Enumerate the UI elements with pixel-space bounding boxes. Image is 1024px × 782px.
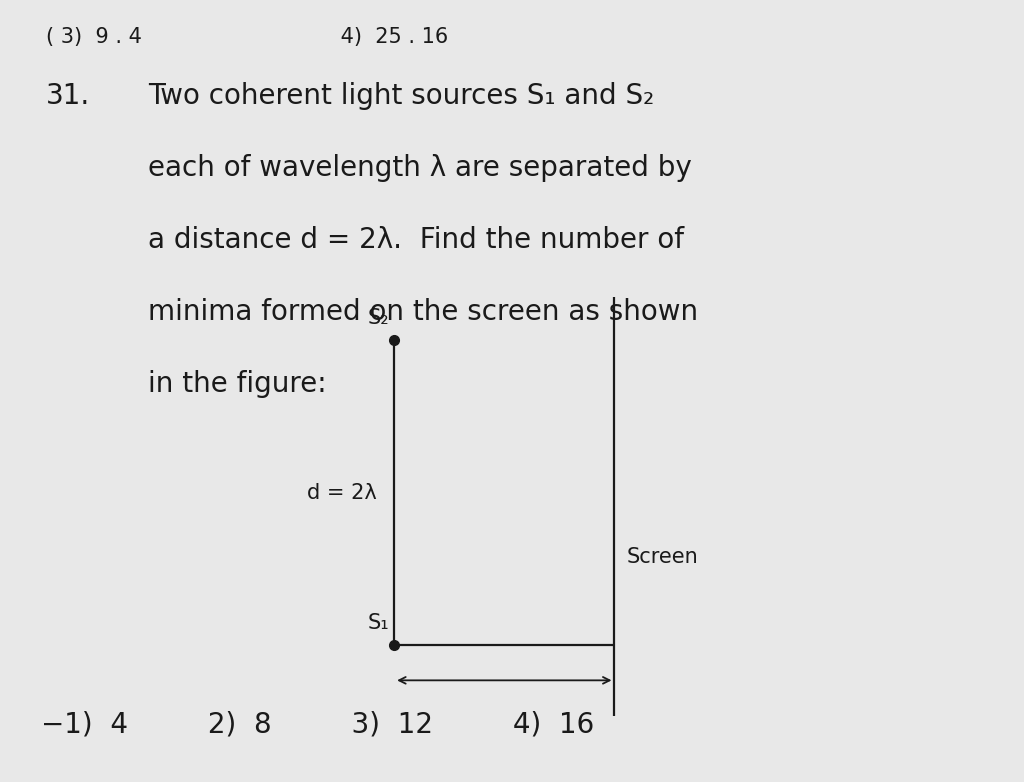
Text: each of wavelength λ are separated by: each of wavelength λ are separated by (148, 154, 692, 182)
Text: Screen: Screen (627, 547, 698, 566)
Text: 31.: 31. (46, 82, 90, 110)
Text: S₂: S₂ (368, 308, 389, 328)
Text: d = 2λ: d = 2λ (307, 482, 377, 503)
Text: Two coherent light sources S₁ and S₂: Two coherent light sources S₁ and S₂ (148, 82, 654, 110)
Text: ( 3)  9 . 4                              4)  25 . 16: ( 3) 9 . 4 4) 25 . 16 (46, 27, 449, 48)
Text: in the figure:: in the figure: (148, 370, 327, 398)
Text: a distance d = 2λ.  Find the number of: a distance d = 2λ. Find the number of (148, 226, 684, 254)
Text: −1)  4         2)  8         3)  12         4)  16: −1) 4 2) 8 3) 12 4) 16 (41, 711, 594, 739)
Text: minima formed on the screen as shown: minima formed on the screen as shown (148, 298, 698, 326)
Text: S₁: S₁ (368, 613, 389, 633)
